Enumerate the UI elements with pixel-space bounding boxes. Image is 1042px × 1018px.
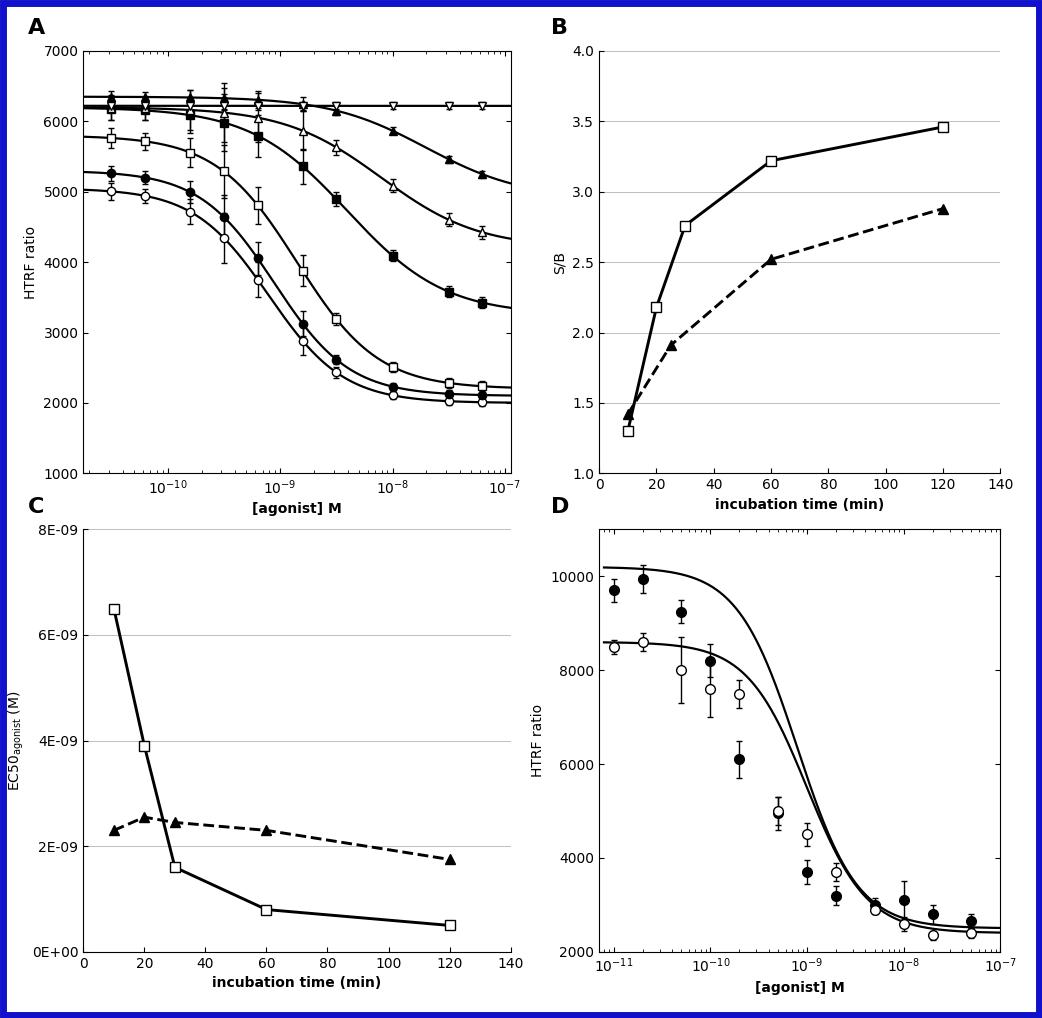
Y-axis label: S/B: S/B [552,250,567,274]
X-axis label: [agonist] M: [agonist] M [252,503,342,516]
X-axis label: incubation time (min): incubation time (min) [715,498,885,512]
Text: A: A [28,18,45,39]
Text: C: C [28,497,44,517]
Y-axis label: HTRF ratio: HTRF ratio [24,226,38,298]
Text: B: B [551,18,568,39]
X-axis label: [agonist] M: [agonist] M [754,981,845,995]
Y-axis label: HTRF ratio: HTRF ratio [530,704,545,777]
Text: D: D [551,497,569,517]
Y-axis label: EC50$_{\mathregular{agonist}}$ (M): EC50$_{\mathregular{agonist}}$ (M) [7,690,26,791]
X-axis label: incubation time (min): incubation time (min) [213,976,381,991]
